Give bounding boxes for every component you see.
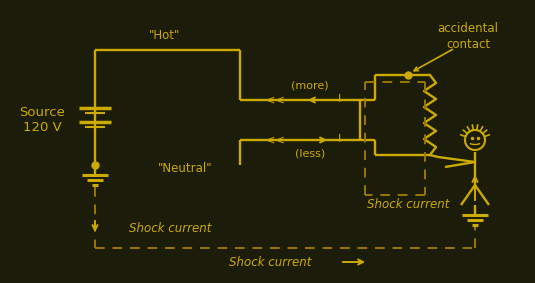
Text: Shock current: Shock current: [129, 222, 211, 235]
Text: Shock current: Shock current: [367, 198, 449, 211]
Text: Source
120 V: Source 120 V: [19, 106, 65, 134]
Text: "Hot": "Hot": [149, 29, 181, 42]
Text: "Neutral": "Neutral": [158, 162, 212, 175]
Text: Shock current: Shock current: [229, 256, 311, 269]
Text: accidental
contact: accidental contact: [438, 22, 499, 51]
Text: <<: <<: [264, 134, 286, 147]
Text: (more): (more): [291, 81, 329, 91]
Text: I: I: [338, 94, 341, 104]
Text: (less): (less): [295, 149, 325, 159]
Text: I: I: [338, 134, 341, 144]
Text: <<: <<: [264, 93, 286, 106]
